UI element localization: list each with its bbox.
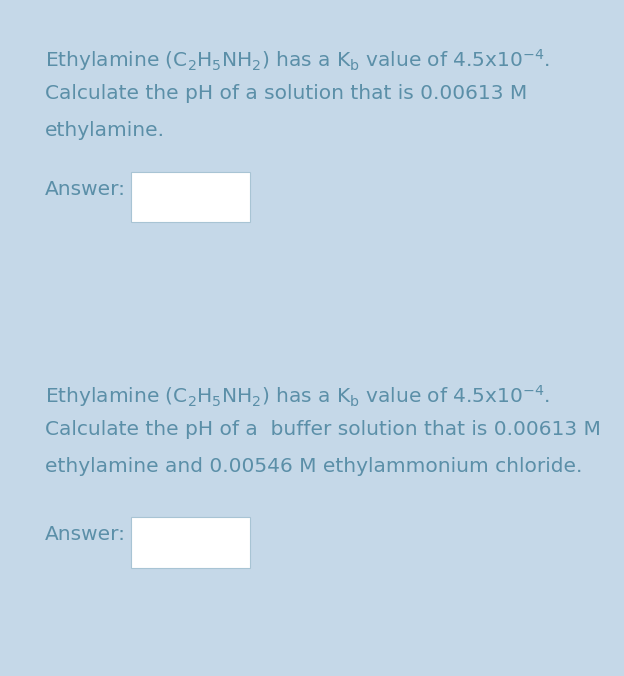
Text: ethylamine and 0.00546 M ethylammonium chloride.: ethylamine and 0.00546 M ethylammonium c… (45, 458, 583, 477)
Text: ethylamine.: ethylamine. (45, 122, 165, 141)
Text: Answer:: Answer: (45, 525, 126, 544)
FancyBboxPatch shape (131, 517, 250, 568)
Text: Ethylamine ($\mathregular{C_2H_5NH_2}$) has a $\mathregular{K_b}$ value of 4.5x1: Ethylamine ($\mathregular{C_2H_5NH_2}$) … (45, 47, 550, 73)
Text: Answer:: Answer: (45, 180, 126, 199)
Text: Ethylamine ($\mathregular{C_2H_5NH_2}$) has a $\mathregular{K_b}$ value of 4.5x1: Ethylamine ($\mathregular{C_2H_5NH_2}$) … (45, 383, 550, 409)
Text: Calculate the pH of a  buffer solution that is 0.00613 M: Calculate the pH of a buffer solution th… (45, 420, 601, 439)
Text: Calculate the pH of a solution that is 0.00613 M: Calculate the pH of a solution that is 0… (45, 84, 527, 103)
FancyBboxPatch shape (131, 172, 250, 222)
